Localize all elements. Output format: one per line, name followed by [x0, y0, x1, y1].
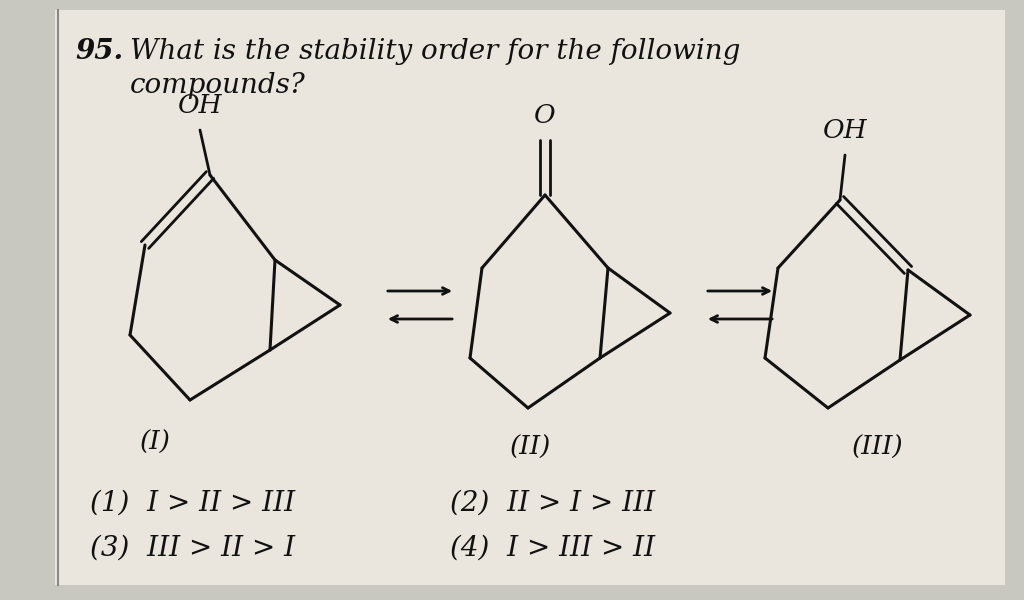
Text: OH: OH	[178, 93, 222, 118]
Text: O: O	[535, 103, 556, 128]
Text: (I): (I)	[139, 430, 170, 455]
Text: compounds?: compounds?	[130, 72, 306, 99]
Text: (4)  I > III > II: (4) I > III > II	[450, 535, 655, 562]
Text: (III): (III)	[852, 435, 904, 460]
Text: OH: OH	[822, 118, 867, 143]
Text: (1)  I > II > III: (1) I > II > III	[90, 490, 295, 517]
Text: 95.: 95.	[75, 38, 123, 65]
Text: (3)  III > II > I: (3) III > II > I	[90, 535, 295, 562]
Text: What is the stability order for the following: What is the stability order for the foll…	[130, 38, 740, 65]
Text: (2)  II > I > III: (2) II > I > III	[450, 490, 655, 517]
Text: (II): (II)	[509, 435, 551, 460]
FancyBboxPatch shape	[55, 10, 1005, 585]
